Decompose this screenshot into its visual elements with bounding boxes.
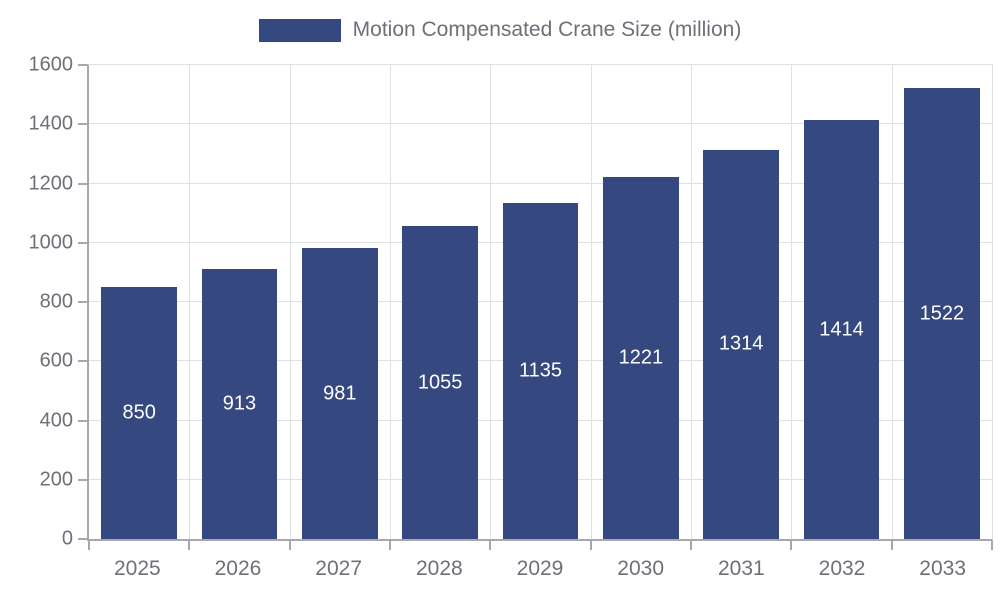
gridline-vertical <box>791 65 793 539</box>
bar-value-label: 1055 <box>417 371 463 394</box>
x-axis-tick <box>88 541 90 550</box>
x-tick-label: 2027 <box>315 557 363 580</box>
bar[interactable]: 850 <box>101 287 178 539</box>
legend[interactable]: Motion Compensated Crane Size (million) <box>0 18 1000 42</box>
x-axis-tick <box>388 541 391 550</box>
gridline-vertical <box>590 65 592 539</box>
bar[interactable]: 1414 <box>803 120 880 539</box>
y-axis-tick <box>78 241 87 244</box>
x-tick-label: 2032 <box>818 557 866 580</box>
y-tick-label: 1400 <box>28 112 74 135</box>
y-axis-tick <box>78 419 87 422</box>
bar-value-label: 913 <box>222 392 257 415</box>
bar[interactable]: 1314 <box>703 149 780 539</box>
y-axis-tick <box>78 538 87 540</box>
x-tick-label: 2025 <box>113 557 161 580</box>
gridline-vertical <box>490 65 492 539</box>
y-tick-label: 800 <box>39 290 73 313</box>
bar[interactable]: 913 <box>201 268 278 539</box>
x-axis-tick <box>890 541 893 550</box>
x-axis-tick <box>689 541 692 550</box>
x-axis: 2025 2026 2027 2028 2029 2030 2031 2032 2033 <box>87 543 993 593</box>
legend-swatch <box>258 18 341 42</box>
bar-value-label: 850 <box>122 401 156 424</box>
bar[interactable]: 1055 <box>402 226 479 539</box>
x-tick-label: 2026 <box>214 557 262 580</box>
gridline-vertical <box>891 65 893 539</box>
x-tick-label: 2029 <box>516 557 564 580</box>
y-axis-tick <box>78 182 87 185</box>
legend-label: Motion Compensated Crane Size (million) <box>352 18 742 41</box>
y-axis-tick <box>78 64 87 66</box>
y-tick-label: 1600 <box>28 53 74 76</box>
y-tick-label: 600 <box>39 349 73 372</box>
bar[interactable]: 1221 <box>602 177 679 539</box>
x-axis-tick <box>489 541 492 550</box>
x-tick-label: 2031 <box>717 557 765 580</box>
y-tick-label: 200 <box>39 468 73 491</box>
x-axis-tick <box>790 541 793 550</box>
y-axis-tick <box>78 301 87 303</box>
x-axis-tick <box>288 541 291 550</box>
y-tick-label: 0 <box>61 527 73 550</box>
x-axis-tick <box>188 541 191 550</box>
y-axis-tick <box>78 360 87 363</box>
gridline-vertical <box>189 65 191 539</box>
y-tick-label: 1000 <box>28 231 74 254</box>
x-axis-tick <box>991 541 993 550</box>
bar-value-label: 981 <box>323 382 357 405</box>
gridline-horizontal <box>89 182 992 184</box>
bar[interactable]: 981 <box>301 248 378 539</box>
bar-value-label: 1414 <box>819 318 864 341</box>
y-tick-label: 400 <box>39 409 73 431</box>
gridline-vertical <box>289 65 291 539</box>
bar-value-label: 1314 <box>718 332 764 355</box>
bar-value-label: 1135 <box>518 359 562 382</box>
gridline-vertical <box>389 65 391 539</box>
bar-value-label: 1221 <box>618 346 664 369</box>
y-tick-label: 1200 <box>28 172 74 194</box>
x-tick-label: 2030 <box>617 557 665 580</box>
gridline-horizontal <box>89 123 992 125</box>
x-axis-tick <box>589 541 592 550</box>
bar[interactable]: 1135 <box>502 202 579 539</box>
x-tick-label: 2033 <box>919 557 967 580</box>
bar[interactable]: 1522 <box>903 88 980 539</box>
plot-area: 0 200 400 600 800 1000 1200 1400 1600 850 913 981 10… <box>29 54 993 550</box>
x-tick-label: 2028 <box>415 557 463 580</box>
bar-value-label: 1522 <box>919 302 965 325</box>
y-axis-tick <box>78 123 87 126</box>
y-axis-tick <box>78 478 87 481</box>
gridline-vertical <box>690 65 692 539</box>
